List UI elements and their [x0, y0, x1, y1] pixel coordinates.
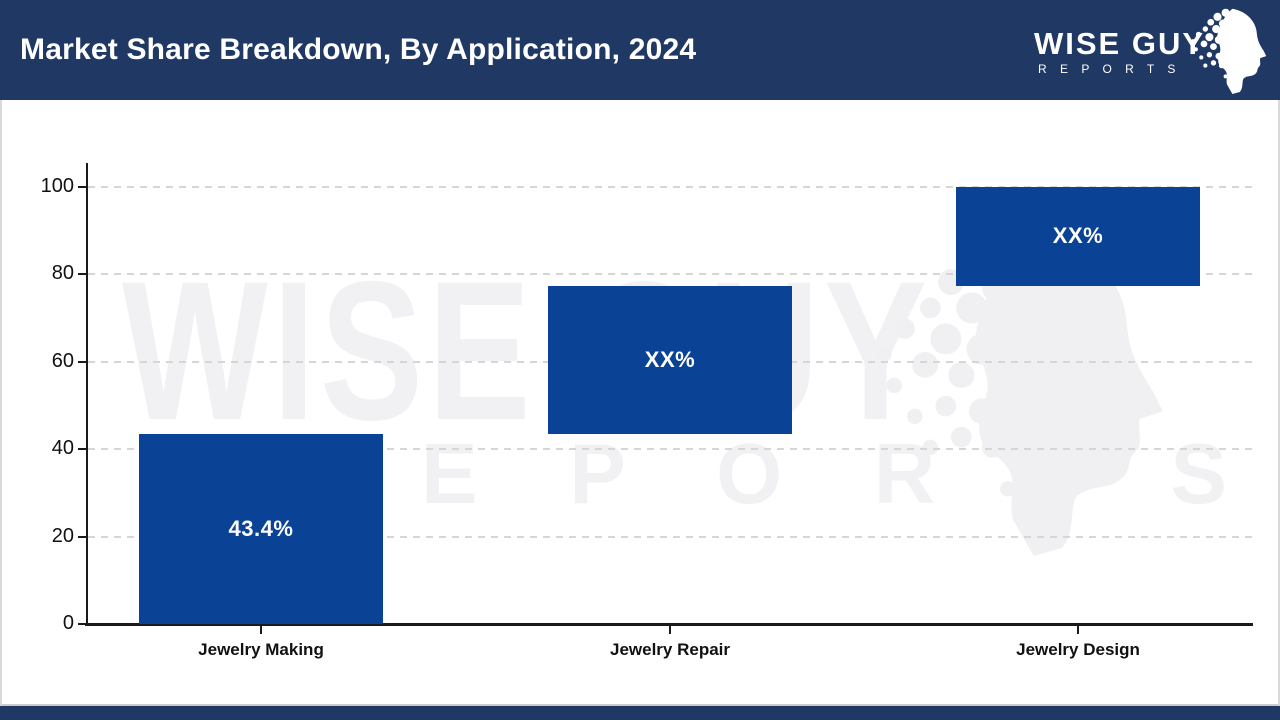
- x-category-label-0: Jewelry Making: [198, 640, 324, 659]
- header: Market Share Breakdown, By Application, …: [0, 0, 1280, 100]
- brand-dotted-head-icon: [1186, 6, 1268, 94]
- y-tick-label-100: 100: [40, 175, 74, 197]
- gridline-20: [88, 535, 1253, 538]
- y-tick-label-80: 80: [51, 262, 74, 285]
- gridline-100: [88, 186, 1253, 188]
- x-axis-line: [85, 623, 1253, 626]
- watermark-wordmark-text: WISE GUY: [122, 240, 932, 461]
- x-tick-mark-0: [260, 626, 262, 634]
- brand-sub-wordmark: R E P O R T S: [1038, 62, 1181, 76]
- x-tick-mark-2: [1077, 626, 1079, 634]
- y-tick-mark-20: [78, 535, 87, 538]
- bar-jewelry-design: XX%: [956, 187, 1200, 286]
- y-tick-mark-100: [78, 186, 87, 188]
- bar-jewelry-repair: XX%: [548, 285, 792, 435]
- y-tick-label-60: 60: [51, 349, 74, 372]
- gridline-40: [88, 448, 1253, 451]
- y-tick-mark-40: [78, 448, 87, 451]
- brand-wordmark: WISE GUY: [1034, 26, 1206, 61]
- y-tick-mark-0: [78, 623, 87, 625]
- y-tick-label-40: 40: [51, 437, 74, 460]
- x-category-label-2: Jewelry Design: [1016, 640, 1140, 659]
- page-title: Market Share Breakdown, By Application, …: [20, 33, 697, 66]
- y-tick-label-20: 20: [51, 524, 74, 547]
- y-tick-mark-80: [78, 273, 87, 276]
- brand-logo: WISE GUY R E P O R T S: [1024, 4, 1264, 96]
- y-tick-mark-60: [78, 360, 87, 363]
- x-category-label-1: Jewelry Repair: [609, 640, 730, 659]
- bar-value-label: XX%: [644, 347, 696, 373]
- bar-value-label: XX%: [1052, 223, 1104, 249]
- bar-jewelry-making: 43.4%: [139, 434, 383, 624]
- bar-value-label: 43.4%: [228, 516, 294, 542]
- background-watermark: WISE GUY R E P O R T S: [0, 100, 1280, 706]
- y-axis-spine: [86, 163, 88, 626]
- footer-bar: [0, 706, 1280, 720]
- x-tick-mark-1: [669, 626, 671, 634]
- y-tick-label-0: 0: [62, 612, 74, 634]
- gridline-80: [88, 273, 1253, 276]
